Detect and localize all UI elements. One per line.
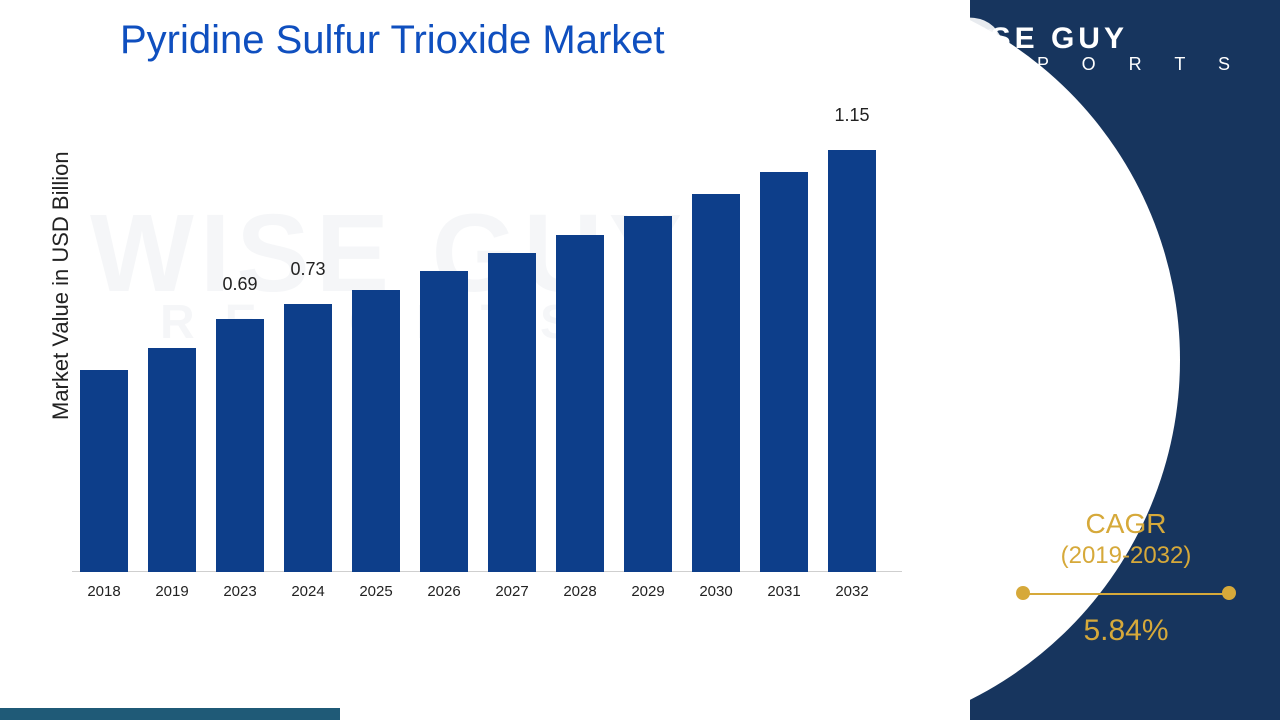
bar-2019	[148, 348, 196, 572]
logo-line1: WISE GUY	[946, 22, 1244, 56]
logo-line2: R E P O R T S	[946, 54, 1244, 75]
cagr-range: (2019-2032)	[1010, 542, 1242, 570]
bars-container: 0.69 0.73 1.15	[80, 132, 902, 572]
cagr-value: 5.84%	[1010, 614, 1242, 648]
bar	[216, 319, 264, 572]
cagr-title: CAGR	[1010, 508, 1242, 540]
bar	[420, 271, 468, 572]
bar-2030	[692, 194, 740, 572]
cagr-panel: CAGR (2019-2032) 5.84%	[1010, 508, 1242, 648]
x-tick-label: 2018	[80, 583, 128, 600]
bar-2027	[488, 253, 536, 572]
x-tick-label: 2026	[420, 583, 468, 600]
x-tick-label: 2031	[760, 583, 808, 600]
cagr-divider	[1022, 584, 1230, 604]
bar-value-label: 0.73	[290, 259, 325, 280]
bar-2018	[80, 370, 128, 572]
bar	[692, 194, 740, 572]
x-tick-label: 2030	[692, 583, 740, 600]
x-tick-label: 2025	[352, 583, 400, 600]
bar	[556, 235, 604, 572]
report-graphic: WISE GUY REPORTS Pyridine Sulfur Trioxid…	[0, 0, 1280, 720]
x-tick-label: 2024	[284, 583, 332, 600]
bar-2028	[556, 235, 604, 572]
chart-title: Pyridine Sulfur Trioxide Market	[120, 18, 665, 63]
y-axis-label: Market Value in USD Billion	[48, 151, 74, 420]
bar-2031	[760, 172, 808, 572]
bar-value-label: 0.69	[222, 274, 257, 295]
bar	[80, 370, 128, 572]
x-tick-label: 2023	[216, 583, 264, 600]
bar-value-label: 1.15	[834, 105, 869, 126]
bar-2026	[420, 271, 468, 572]
bar-2032: 1.15	[828, 150, 876, 572]
bar-2025	[352, 290, 400, 572]
bar-2024: 0.73	[284, 304, 332, 572]
bar	[284, 304, 332, 572]
bar-2029	[624, 216, 672, 572]
bar	[148, 348, 196, 572]
x-tick-label: 2029	[624, 583, 672, 600]
bar-2023: 0.69	[216, 319, 264, 572]
x-tick-label: 2028	[556, 583, 604, 600]
x-tick-label: 2027	[488, 583, 536, 600]
bar	[488, 253, 536, 572]
x-tick-label: 2032	[828, 583, 876, 600]
bar-chart: 0.69 0.73 1.15 2018 2019 2023 2024 2025 2026 202…	[72, 130, 902, 600]
bar	[828, 150, 876, 572]
bottom-accent-bar	[0, 708, 340, 720]
bar	[760, 172, 808, 572]
x-tick-label: 2019	[148, 583, 196, 600]
bar	[624, 216, 672, 572]
x-ticks: 2018 2019 2023 2024 2025 2026 2027 2028 2029 2030…	[80, 583, 902, 600]
brand-logo: WISE GUY R E P O R T S	[946, 22, 1244, 75]
bar	[352, 290, 400, 572]
